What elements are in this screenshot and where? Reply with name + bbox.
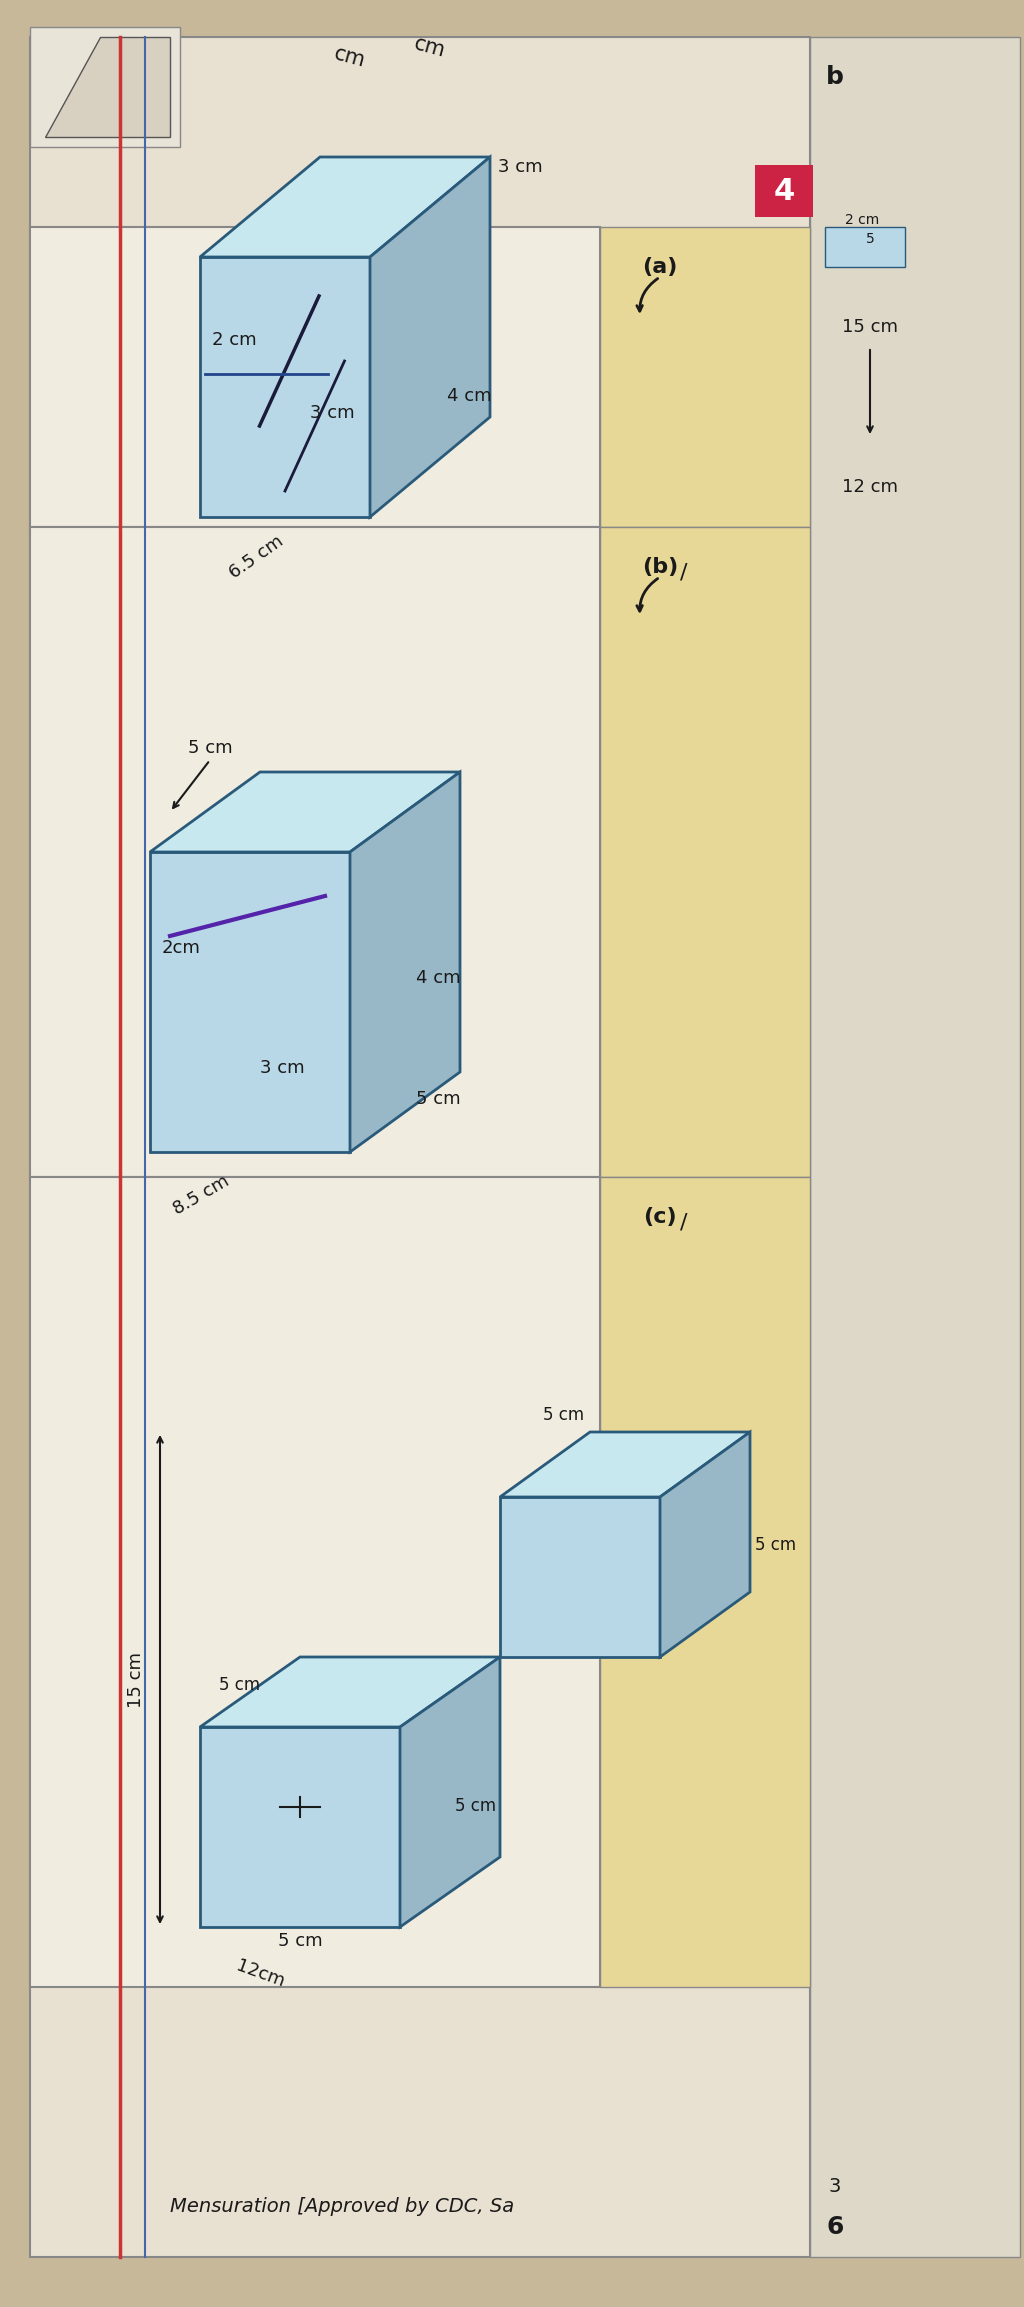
Text: cm: cm	[332, 44, 368, 72]
Text: 15 cm: 15 cm	[842, 318, 898, 337]
Text: 5 cm: 5 cm	[187, 738, 232, 757]
Bar	[600, 1177, 810, 1986]
Polygon shape	[660, 1433, 750, 1656]
Text: 2cm: 2cm	[162, 939, 201, 957]
Polygon shape	[200, 1656, 500, 1728]
Polygon shape	[370, 157, 490, 517]
Bar	[825, 226, 905, 268]
Bar	[810, 37, 1020, 2256]
Text: 12cm: 12cm	[233, 1956, 287, 1991]
Text: 5 cm: 5 cm	[755, 1536, 796, 1553]
Bar	[30, 526, 600, 1177]
Text: (b): (b)	[642, 556, 678, 577]
Polygon shape	[200, 1728, 400, 1926]
Text: 3 cm: 3 cm	[310, 404, 355, 422]
Text: 5 cm: 5 cm	[455, 1797, 496, 1816]
Text: 3 cm: 3 cm	[498, 157, 543, 175]
Text: 4: 4	[773, 178, 795, 205]
Text: 3 cm: 3 cm	[260, 1059, 304, 1077]
Bar	[600, 226, 810, 526]
Text: 4 cm: 4 cm	[416, 969, 460, 987]
Polygon shape	[200, 157, 490, 256]
Text: 5 cm: 5 cm	[278, 1931, 323, 1949]
Polygon shape	[45, 37, 170, 136]
Text: 15 cm: 15 cm	[127, 1652, 145, 1707]
Polygon shape	[150, 773, 460, 851]
Text: 12 cm: 12 cm	[842, 478, 898, 496]
Polygon shape	[500, 1433, 750, 1497]
Text: 6.5 cm: 6.5 cm	[225, 533, 287, 581]
Text: 8.5 cm: 8.5 cm	[170, 1172, 232, 1218]
Text: 5: 5	[865, 233, 874, 247]
Bar	[30, 37, 810, 2256]
Bar	[600, 526, 810, 1177]
Text: (a): (a)	[642, 256, 678, 277]
Text: 5 cm: 5 cm	[416, 1089, 460, 1107]
Polygon shape	[200, 256, 370, 517]
Text: /: /	[680, 1211, 687, 1232]
Text: 5 cm: 5 cm	[544, 1405, 585, 1423]
Text: 4 cm: 4 cm	[447, 388, 492, 406]
Text: /: /	[680, 563, 687, 581]
Text: 3: 3	[828, 2178, 841, 2196]
Text: 5 cm: 5 cm	[219, 1675, 260, 1693]
Text: cm: cm	[412, 32, 447, 60]
Bar	[30, 28, 180, 148]
Text: 6: 6	[826, 2215, 844, 2240]
Text: b: b	[826, 65, 844, 90]
Bar	[30, 226, 600, 526]
Text: 2 cm: 2 cm	[212, 332, 257, 348]
Bar	[755, 166, 813, 217]
Text: (c): (c)	[643, 1207, 677, 1227]
Polygon shape	[150, 851, 350, 1151]
Polygon shape	[500, 1497, 660, 1656]
Polygon shape	[350, 773, 460, 1151]
Polygon shape	[400, 1656, 500, 1926]
Bar	[30, 1177, 600, 1986]
Text: 2 cm: 2 cm	[845, 212, 880, 226]
Text: Mensuration [Approved by CDC, Sa: Mensuration [Approved by CDC, Sa	[170, 2199, 514, 2217]
